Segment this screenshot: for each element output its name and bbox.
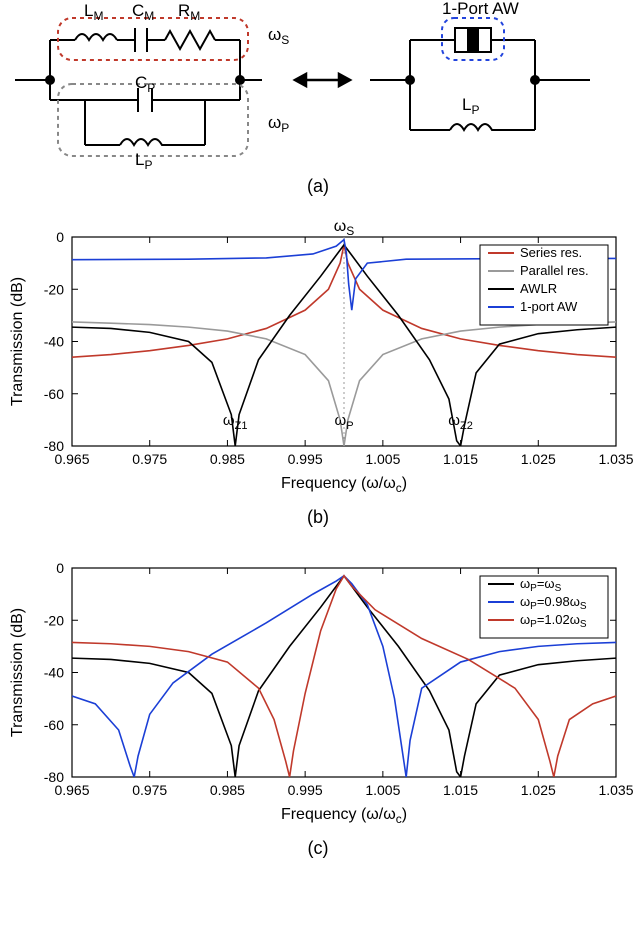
caption-b: (b) — [0, 507, 636, 528]
svg-text:0.975: 0.975 — [132, 782, 167, 798]
caption-c: (c) — [0, 838, 636, 859]
svg-text:-60: -60 — [44, 717, 64, 733]
svg-text:1.035: 1.035 — [598, 782, 633, 798]
svg-text:-20: -20 — [44, 612, 64, 628]
svg-text:ωP: ωP — [268, 113, 289, 135]
svg-text:-80: -80 — [44, 438, 64, 454]
svg-text:CP: CP — [135, 73, 155, 95]
svg-text:0.995: 0.995 — [288, 782, 323, 798]
svg-text:1.015: 1.015 — [443, 782, 478, 798]
svg-text:1.005: 1.005 — [365, 782, 400, 798]
circuit-diagram: LM CM RM CP LP ωS ωP 1-Port AW LP — [0, 0, 636, 170]
chart-b-svg: 0.9750.9850.9951.0051.0151.0250.9651.035… — [0, 211, 636, 501]
svg-text:RM: RM — [178, 1, 200, 23]
chart-b: 0.9750.9850.9951.0051.0151.0250.9651.035… — [0, 211, 636, 501]
svg-text:1.025: 1.025 — [521, 782, 556, 798]
svg-text:LM: LM — [84, 1, 103, 23]
svg-text:1.025: 1.025 — [521, 451, 556, 467]
caption-a: (a) — [0, 176, 636, 197]
svg-text:1.015: 1.015 — [443, 451, 478, 467]
svg-text:Frequency (ω/ωc): Frequency (ω/ωc) — [281, 806, 407, 826]
circuit-svg: LM CM RM CP LP ωS ωP 1-Port AW LP — [0, 0, 636, 170]
svg-text:1.035: 1.035 — [598, 451, 633, 467]
svg-text:ωS: ωS — [334, 218, 355, 238]
svg-text:-80: -80 — [44, 769, 64, 785]
svg-text:CM: CM — [132, 1, 154, 23]
svg-text:0.995: 0.995 — [288, 451, 323, 467]
svg-text:0: 0 — [56, 560, 64, 576]
svg-text:1.005: 1.005 — [365, 451, 400, 467]
equiv-arrow-icon — [295, 74, 350, 86]
svg-text:LP: LP — [462, 95, 479, 117]
svg-text:1-port AW: 1-port AW — [520, 299, 578, 314]
svg-text:-60: -60 — [44, 386, 64, 402]
svg-text:Parallel res.: Parallel res. — [520, 263, 589, 278]
svg-text:-40: -40 — [44, 334, 64, 350]
svg-text:Transmission (dB): Transmission (dB) — [9, 608, 26, 737]
svg-text:-20: -20 — [44, 281, 64, 297]
svg-text:0.985: 0.985 — [210, 782, 245, 798]
svg-text:Frequency (ω/ωc): Frequency (ω/ωc) — [281, 475, 407, 495]
svg-text:0.985: 0.985 — [210, 451, 245, 467]
svg-text:0: 0 — [56, 229, 64, 245]
svg-text:0.975: 0.975 — [132, 451, 167, 467]
svg-text:AWLR: AWLR — [520, 281, 557, 296]
svg-text:Transmission (dB): Transmission (dB) — [9, 277, 26, 406]
svg-text:ωS: ωS — [268, 25, 289, 47]
chart-c: 0.9750.9850.9951.0051.0151.0250.9651.035… — [0, 542, 636, 832]
svg-text:-40: -40 — [44, 665, 64, 681]
svg-text:Series res.: Series res. — [520, 245, 582, 260]
svg-text:1-Port AW: 1-Port AW — [442, 0, 519, 18]
chart-c-svg: 0.9750.9850.9951.0051.0151.0250.9651.035… — [0, 542, 636, 832]
